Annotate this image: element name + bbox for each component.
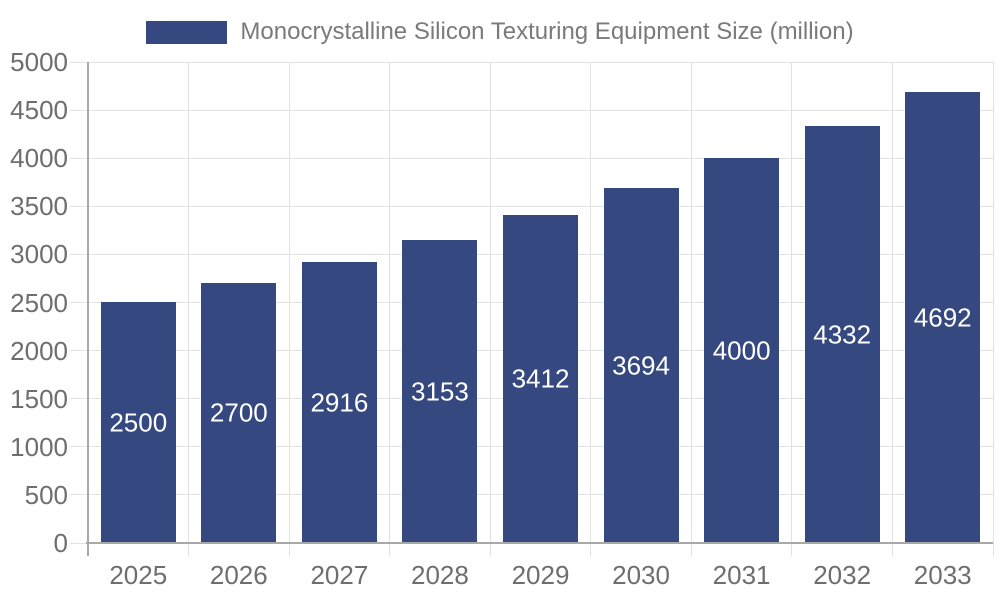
bar-2025[interactable]: 2500: [100, 302, 176, 543]
bar-2030[interactable]: 3694: [603, 188, 679, 543]
gridline-horizontal: [70, 157, 993, 159]
gridline-horizontal: [70, 205, 993, 207]
legend-label: Monocrystalline Silicon Texturing Equipm…: [240, 18, 854, 45]
x-tick-label: 2032: [813, 560, 872, 590]
gridline-horizontal: [70, 542, 88, 544]
bar-value-label: 4332: [813, 319, 872, 349]
y-tick-label: 5000: [10, 47, 68, 77]
y-axis-line: [87, 62, 89, 556]
gridline-vertical: [992, 62, 994, 556]
bar-2027[interactable]: 2916: [301, 262, 377, 543]
gridline-horizontal: [70, 61, 993, 63]
bar-2032[interactable]: 4332: [804, 126, 880, 543]
gridline-vertical: [188, 62, 190, 556]
bar-value-label: 4692: [913, 302, 972, 332]
y-tick-label: 4000: [10, 143, 68, 174]
y-tick-label: 3000: [10, 239, 68, 270]
gridline-vertical: [791, 62, 793, 556]
bar-value-label: 2500: [109, 407, 168, 437]
y-tick-label: 2500: [10, 287, 68, 318]
y-axis-labels: 0 500 1000 1500 2000 2500 3000 3500 4000 4500 5000: [0, 0, 68, 600]
y-tick-label: 0: [53, 528, 68, 558]
y-tick-label: 1000: [10, 431, 68, 462]
gridline-horizontal: [70, 109, 993, 111]
bar-value-label: 2916: [310, 387, 369, 417]
y-tick-label: 3500: [10, 191, 68, 222]
bar-value-label: 3412: [511, 363, 570, 394]
bar-2026[interactable]: 2700: [201, 283, 277, 543]
bar-2029[interactable]: 3412: [503, 215, 578, 543]
gridline-vertical: [288, 62, 290, 556]
y-tick-label: 1500: [10, 383, 68, 414]
bar-value-label: 2700: [209, 397, 268, 428]
y-tick-label: 2000: [10, 335, 68, 366]
x-axis-line: [86, 542, 993, 544]
gridline-vertical: [590, 62, 592, 556]
bar-2028[interactable]: 3153: [402, 240, 478, 543]
bar-value-label: 3153: [411, 376, 469, 406]
bar-value-label: 3694: [612, 350, 670, 380]
plot-area: 2500 2700 2916 3153 3412 3694 4000 4332 4692 2025…: [70, 61, 994, 590]
legend-swatch: [146, 20, 228, 44]
bar-2033[interactable]: 4692: [905, 92, 981, 543]
gridline-vertical: [389, 62, 391, 556]
x-tick-label: 2026: [209, 560, 268, 590]
legend-item[interactable]: Monocrystalline Silicon Texturing Equipm…: [146, 18, 854, 46]
x-tick-label: 2029: [511, 560, 570, 590]
gridline-vertical: [489, 62, 491, 556]
y-tick-label: 4500: [10, 95, 68, 126]
bar-2031[interactable]: 4000: [704, 158, 780, 543]
bar-value-label: 4000: [712, 335, 771, 365]
x-tick-label: 2033: [913, 560, 972, 590]
x-tick-label: 2025: [109, 560, 168, 590]
x-tick-label: 2028: [411, 560, 469, 590]
y-tick-label: 500: [24, 479, 68, 510]
x-tick-label: 2027: [310, 560, 369, 590]
x-tick-label: 2031: [712, 560, 771, 590]
x-tick-label: 2030: [612, 560, 670, 590]
gridline-vertical: [690, 62, 692, 556]
legend: Monocrystalline Silicon Texturing Equipm…: [0, 18, 1000, 46]
gridline-vertical: [891, 62, 893, 556]
